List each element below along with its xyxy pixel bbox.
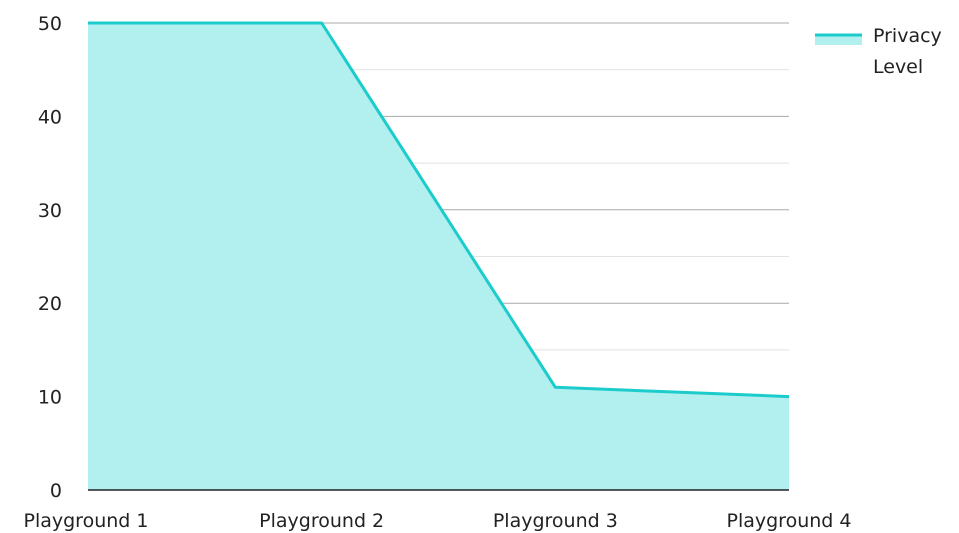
axes: 0 10 20 30 40 50 Playground 1 Playground 2 Playg… — [24, 13, 852, 532]
legend-swatch — [815, 34, 862, 45]
x-tick-label: Playground 4 — [727, 510, 852, 532]
legend: Privacy Level — [815, 25, 942, 78]
y-tick-label: 10 — [38, 387, 62, 409]
legend-label-line1: Privacy — [873, 25, 942, 47]
series-line — [88, 21, 790, 399]
y-tick-label: 50 — [38, 13, 62, 35]
x-tick-label: Playground 2 — [259, 510, 384, 532]
y-tick-label: 0 — [50, 480, 62, 502]
area-fill — [88, 23, 789, 490]
area-layer — [87, 21, 790, 490]
legend-label-line2: Level — [873, 56, 923, 78]
y-tick-label: 30 — [38, 200, 62, 222]
x-tick-label: Playground 3 — [493, 510, 618, 532]
x-tick-label: Playground 1 — [24, 510, 149, 532]
y-tick-label: 40 — [38, 106, 62, 128]
y-tick-label: 20 — [38, 293, 62, 315]
